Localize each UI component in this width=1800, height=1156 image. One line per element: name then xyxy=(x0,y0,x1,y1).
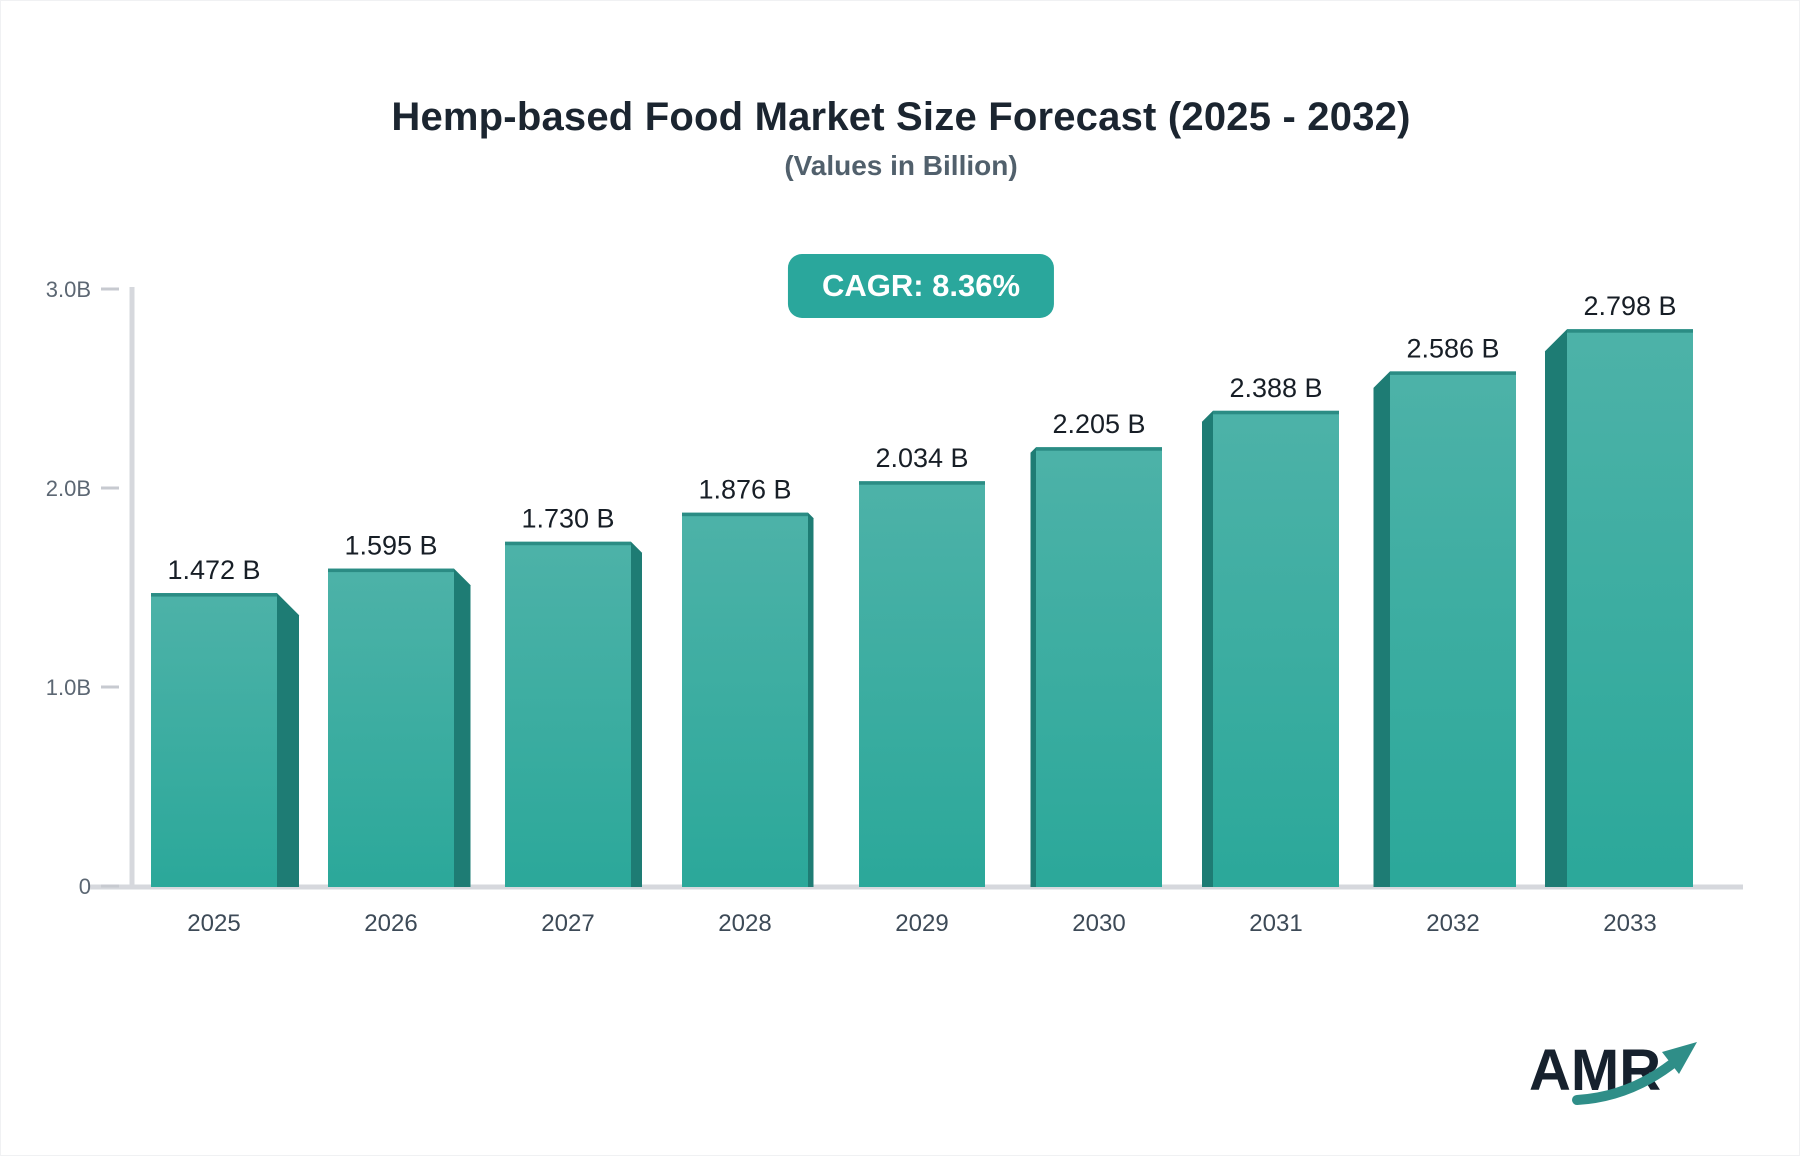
bar-front-face xyxy=(505,541,631,887)
bar-2033: 2.798 B 2033 xyxy=(1545,291,1693,937)
x-category-label: 2033 xyxy=(1603,910,1656,937)
bar-side-face xyxy=(277,593,299,887)
bar-top-edge xyxy=(1390,371,1516,375)
bar-top-edge xyxy=(859,481,985,485)
chart-title: Hemp-based Food Market Size Forecast (20… xyxy=(391,95,1411,139)
x-category-label: 2032 xyxy=(1426,910,1479,937)
x-category-label: 2027 xyxy=(541,910,594,937)
bar-2027: 1.730 B 2027 xyxy=(505,504,642,937)
bar-top-edge xyxy=(505,541,631,546)
bar-value-label: 2.205 B xyxy=(1052,409,1145,439)
chart-subtitle: (Values in Billion) xyxy=(784,150,1018,181)
bar-2032: 2.586 B 2032 xyxy=(1373,333,1516,937)
bar-side-face xyxy=(1545,329,1567,887)
y-tick-label: 3.0B xyxy=(46,277,91,302)
bar-value-label: 1.730 B xyxy=(521,504,614,534)
bar-front-face xyxy=(1213,410,1339,887)
bar-2028: 1.876 B 2028 xyxy=(682,475,814,937)
bar-2029: 2.034 B 2029 xyxy=(859,443,985,937)
bar-2030: 2.205 B 2030 xyxy=(1030,409,1162,937)
bar-side-face xyxy=(1373,371,1390,887)
bar-2026: 1.595 B 2026 xyxy=(328,531,471,937)
x-category-label: 2028 xyxy=(718,910,771,937)
x-category-label: 2029 xyxy=(895,910,948,937)
bar-value-label: 2.586 B xyxy=(1406,333,1499,363)
bar-front-face xyxy=(682,512,808,887)
bar-side-face xyxy=(1202,410,1213,887)
y-tick-label: 2.0B xyxy=(46,476,91,501)
bar-front-face xyxy=(151,593,277,887)
bar-front-face xyxy=(328,568,454,887)
bar-2025: 1.472 B 2025 xyxy=(151,555,299,937)
bar-front-face xyxy=(1390,371,1516,887)
x-category-label: 2026 xyxy=(364,910,417,937)
bar-value-label: 1.472 B xyxy=(167,555,260,585)
cagr-badge: CAGR: 8.36% xyxy=(787,254,1055,318)
bar-side-face xyxy=(808,512,814,887)
amr-logo-text: AMR xyxy=(1529,1038,1661,1103)
bar-value-label: 1.876 B xyxy=(698,475,791,505)
bar-2031: 2.388 B 2031 xyxy=(1202,373,1339,937)
cagr-badge-label: CAGR: 8.36% xyxy=(821,268,1021,303)
bar-side-face xyxy=(454,568,471,887)
y-tick-label: 1.0B xyxy=(46,675,91,700)
bar-top-edge xyxy=(1036,447,1162,451)
x-category-label: 2031 xyxy=(1249,910,1302,937)
bar-top-edge xyxy=(1213,410,1339,415)
amr-logo: AMR xyxy=(1529,1038,1697,1105)
y-tick-label: 0 xyxy=(79,874,91,899)
bar-top-edge xyxy=(151,593,277,597)
x-category-label: 2025 xyxy=(187,910,240,937)
bar-value-label: 2.388 B xyxy=(1229,373,1322,403)
growth-arrow-icon xyxy=(1572,1055,1682,1105)
growth-arrow-head-icon xyxy=(1662,1042,1697,1074)
bar-side-face xyxy=(631,541,642,887)
bar-top-edge xyxy=(328,568,454,573)
bar-value-label: 2.798 B xyxy=(1583,291,1676,321)
bar-front-face xyxy=(1036,447,1162,887)
bar-top-edge xyxy=(682,512,808,517)
bar-value-label: 2.034 B xyxy=(875,443,968,473)
bar-front-face xyxy=(859,481,985,887)
bar-side-face xyxy=(1030,447,1036,887)
bar-front-face xyxy=(1567,329,1693,887)
bar-top-edge xyxy=(1567,329,1693,333)
bar-value-label: 1.595 B xyxy=(344,531,437,561)
x-category-label: 2030 xyxy=(1072,910,1125,937)
